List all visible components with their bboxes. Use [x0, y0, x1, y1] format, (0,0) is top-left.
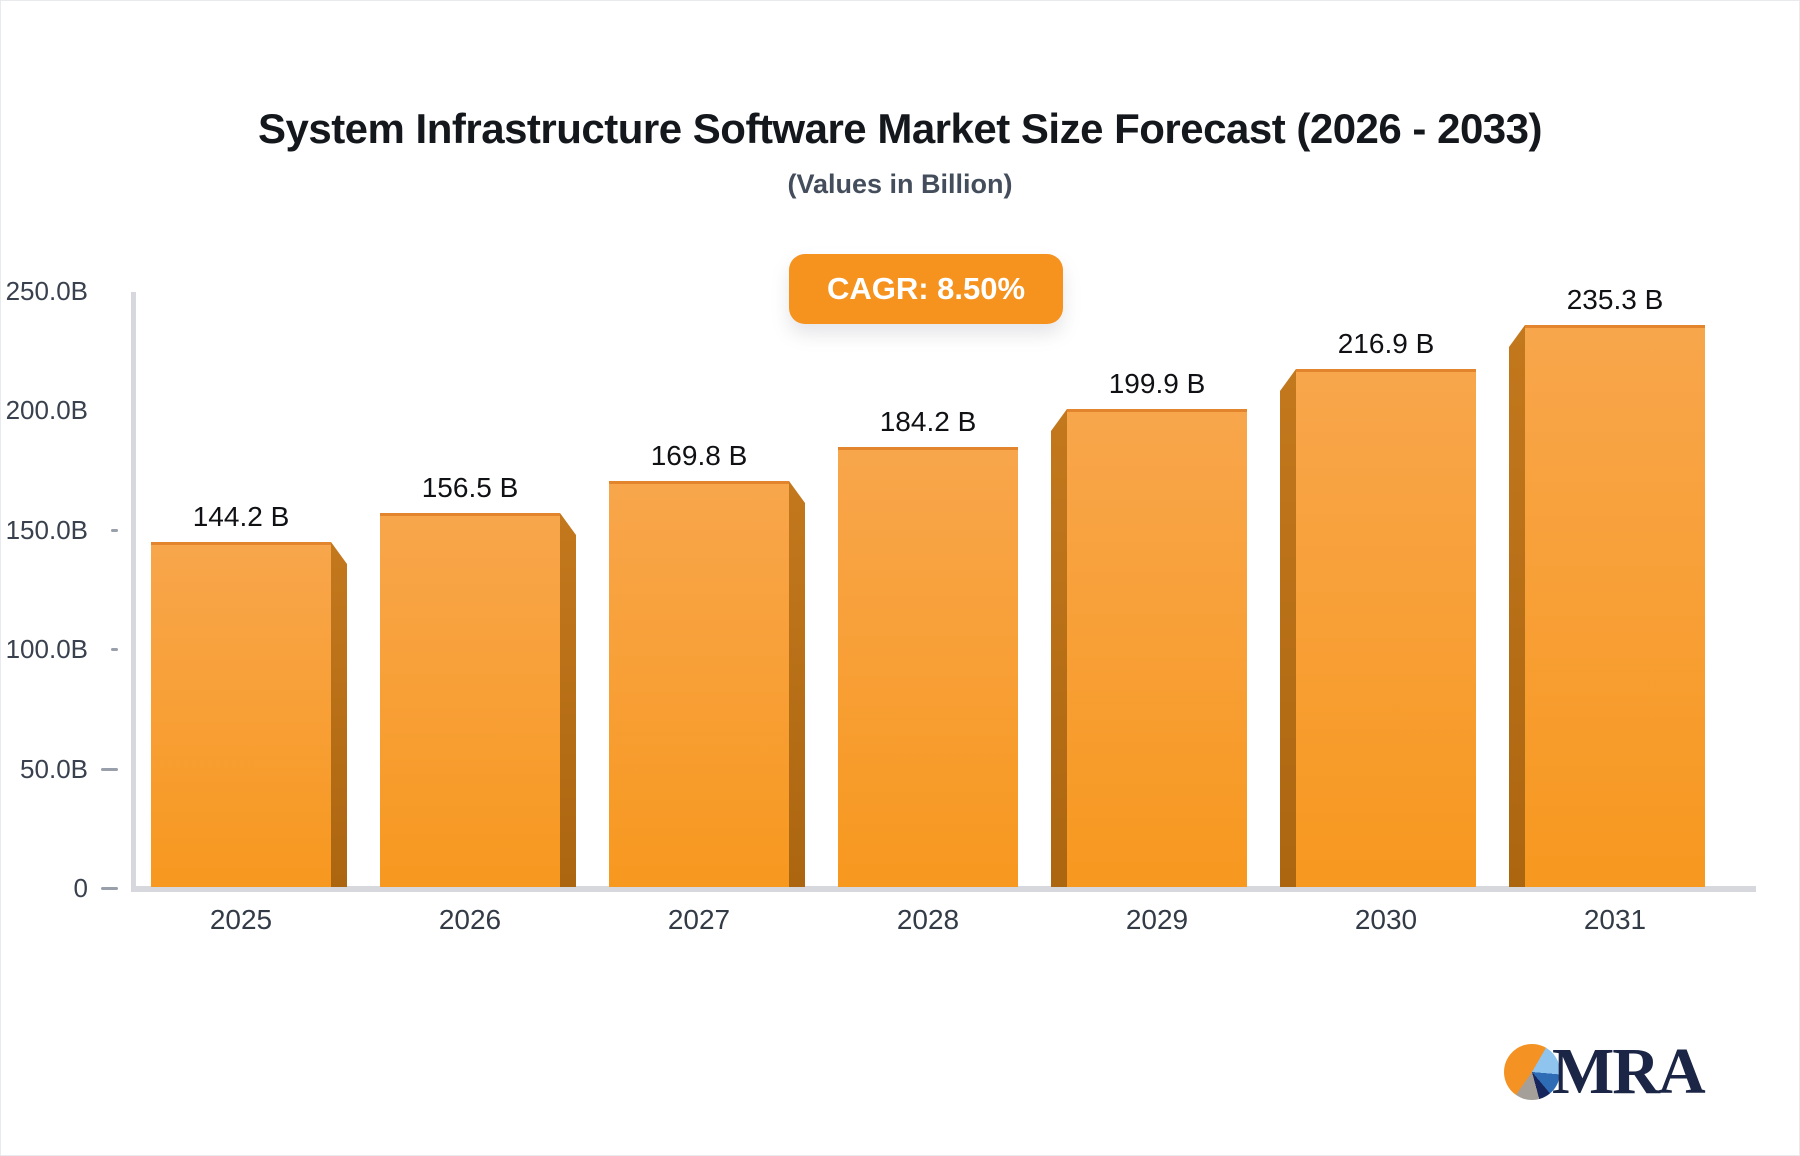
bar-value-label: 235.3 B [1566, 284, 1664, 315]
bar-value-label: 184.2 B [879, 406, 977, 437]
bar-value-label: 156.5 B [421, 472, 519, 503]
bar-2029: 199.9 B 2029 [1051, 368, 1247, 935]
y-axis-label: 50.0B [20, 753, 88, 784]
bar-2028: 184.2 B 2028 [838, 406, 1018, 935]
x-axis-label: 2028 [896, 904, 960, 935]
cagr-badge: CAGR: 8.50% [789, 254, 1063, 324]
y-axis-line [131, 292, 136, 889]
x-axis-line [131, 886, 1756, 892]
logo-text: MRA [1552, 1035, 1706, 1108]
y-axis-label: 200.0B [5, 394, 88, 425]
y-axis-label: 250.0B [5, 275, 88, 306]
bar-2027: 169.8 B 2027 [609, 440, 805, 935]
mra-logo: MRA [1504, 1035, 1706, 1108]
bar-side-face [1280, 369, 1296, 887]
bar-2031: 235.3 B 2031 [1509, 284, 1705, 935]
bar-value-label: 199.9 B [1108, 368, 1206, 399]
bar-side-face [331, 542, 347, 887]
chart-title: System Infrastructure Software Market Si… [257, 105, 1543, 152]
x-axis-label: 2031 [1583, 904, 1647, 935]
bar-2030: 216.9 B 2030 [1280, 328, 1476, 935]
y-axis-label: 150.0B [5, 514, 88, 545]
bar-2026: 156.5 B 2026 [380, 472, 576, 935]
x-axis-label: 2030 [1354, 904, 1418, 935]
bar-side-face [1051, 409, 1067, 887]
pie-chart-icon [1504, 1044, 1560, 1100]
bar-value-label: 216.9 B [1337, 328, 1435, 359]
tick-mark [111, 648, 118, 651]
x-axis-label: 2025 [209, 904, 273, 935]
cagr-badge-label: CAGR: 8.50% [826, 271, 1026, 306]
y-axis-label: 100.0B [5, 633, 88, 664]
bar-side-face [560, 513, 576, 887]
chart-subtitle: (Values in Billion) [787, 169, 1013, 199]
tick-mark [101, 887, 118, 890]
bar-2025: 144.2 B 2025 [151, 501, 347, 935]
x-axis-label: 2026 [438, 904, 502, 935]
bar-value-label: 144.2 B [192, 501, 290, 532]
bar-side-face [789, 481, 805, 887]
y-axis-label: 0 [73, 872, 88, 903]
x-axis-label: 2029 [1125, 904, 1189, 935]
tick-mark [111, 529, 118, 532]
bar-side-face [1509, 325, 1525, 887]
bar-value-label: 169.8 B [650, 440, 748, 471]
tick-mark [101, 768, 118, 771]
x-axis-label: 2027 [667, 904, 731, 935]
